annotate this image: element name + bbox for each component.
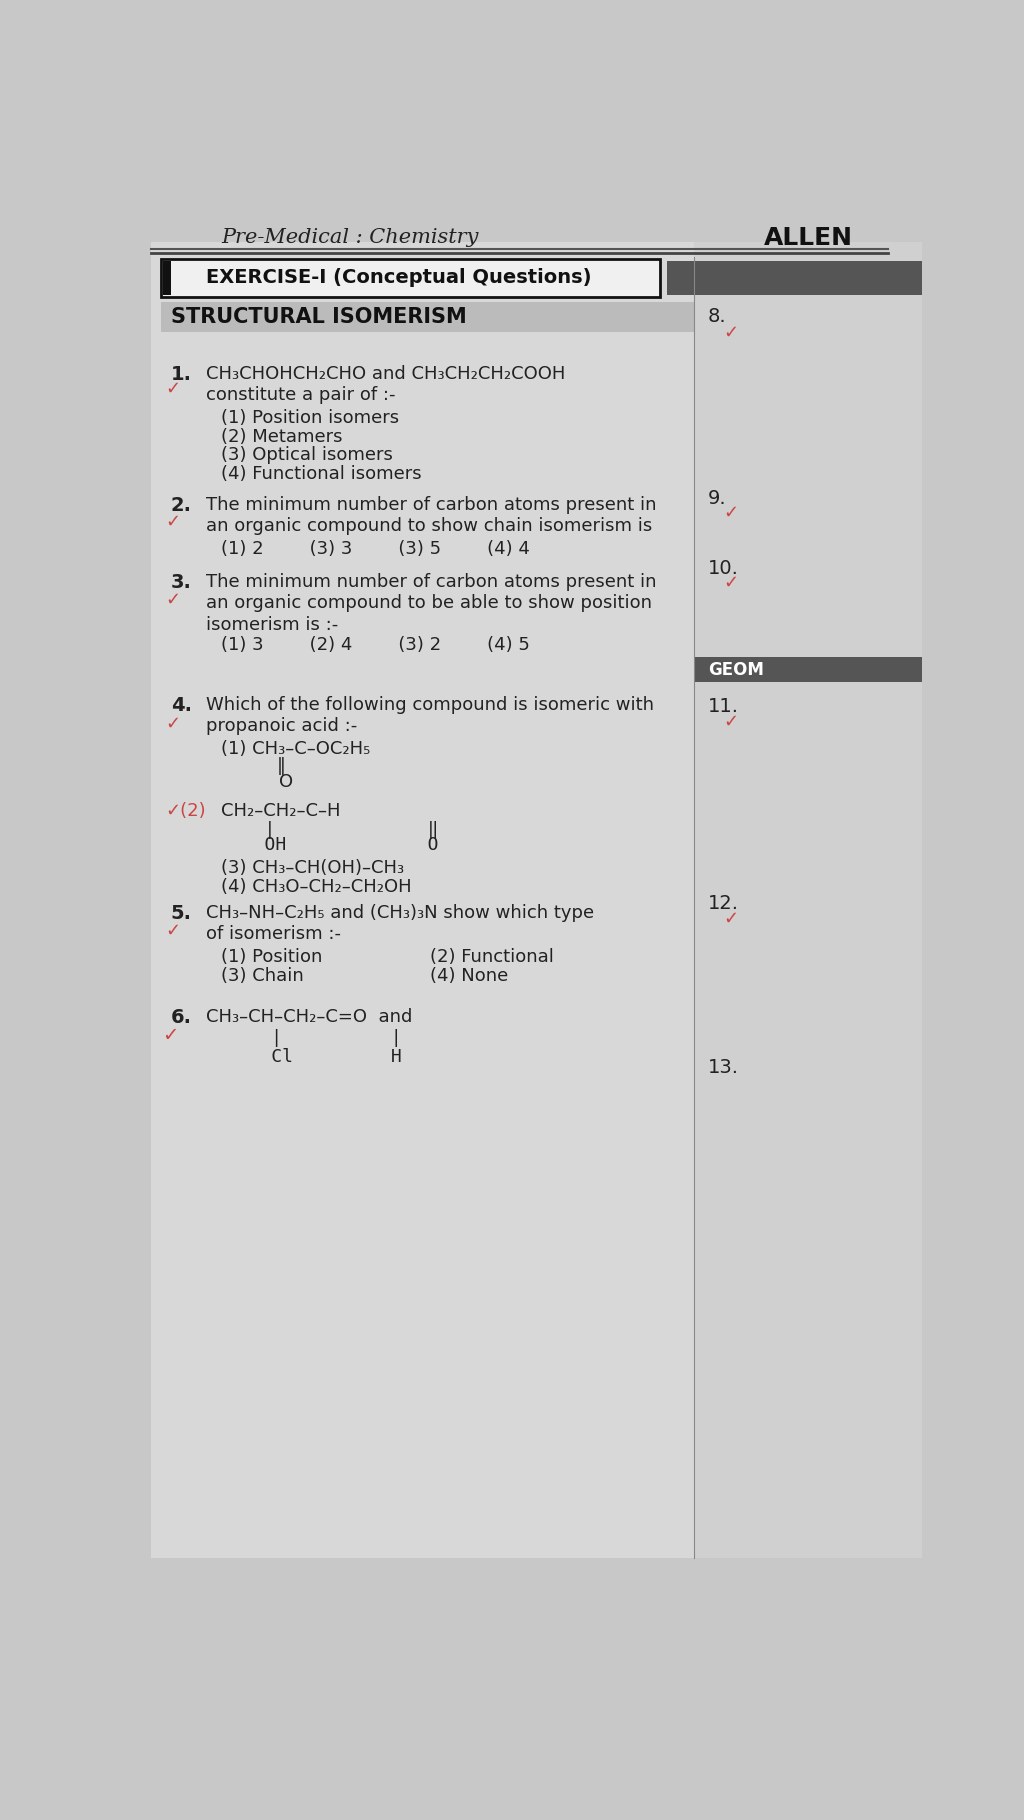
Text: ✓: ✓ [165, 713, 180, 732]
Text: ✓: ✓ [723, 573, 738, 592]
Text: (1) 3        (2) 4        (3) 2        (4) 5: (1) 3 (2) 4 (3) 2 (4) 5 [221, 635, 529, 653]
Text: (2) Metamers: (2) Metamers [221, 428, 342, 446]
FancyBboxPatch shape [163, 260, 171, 295]
Text: STRUCTURAL ISOMERISM: STRUCTURAL ISOMERISM [171, 308, 466, 328]
Text: of isomerism :-: of isomerism :- [206, 925, 341, 943]
Text: 8.: 8. [708, 308, 726, 326]
Text: 3.: 3. [171, 573, 191, 592]
Text: (1) 2        (3) 3        (3) 5        (4) 4: (1) 2 (3) 3 (3) 5 (4) 4 [221, 541, 529, 559]
Text: GEOM: GEOM [708, 661, 764, 679]
Text: 13.: 13. [708, 1057, 738, 1077]
Text: ✓: ✓ [165, 923, 180, 941]
Text: constitute a pair of :-: constitute a pair of :- [206, 386, 395, 404]
FancyBboxPatch shape [667, 260, 927, 295]
Text: (3) CH₃–CH(OH)–CH₃: (3) CH₃–CH(OH)–CH₃ [221, 859, 404, 877]
Text: 6.: 6. [171, 1008, 191, 1026]
Text: ✓: ✓ [165, 513, 180, 531]
Text: isomerism is :-: isomerism is :- [206, 615, 338, 633]
Text: 9.: 9. [708, 490, 726, 508]
Text: CH₃CHOHCH₂CHO and CH₃CH₂CH₂COOH: CH₃CHOHCH₂CHO and CH₃CH₂CH₂COOH [206, 364, 565, 382]
Text: 1.: 1. [171, 364, 191, 384]
Text: (4) CH₃O–CH₂–CH₂OH: (4) CH₃O–CH₂–CH₂OH [221, 877, 412, 895]
Text: |          |: | | [206, 1030, 401, 1046]
Text: Pre-Medical : Chemistry: Pre-Medical : Chemistry [221, 228, 478, 248]
Text: 4.: 4. [171, 695, 191, 715]
Text: (4) Functional isomers: (4) Functional isomers [221, 464, 422, 482]
Text: ✓(2): ✓(2) [165, 803, 206, 821]
Text: (3) Chain: (3) Chain [221, 966, 304, 985]
Text: CH₃–CH–CH₂–C=O  and: CH₃–CH–CH₂–C=O and [206, 1008, 412, 1026]
FancyBboxPatch shape [693, 242, 922, 1558]
Text: ✓: ✓ [723, 324, 738, 342]
FancyBboxPatch shape [162, 258, 660, 297]
Text: an organic compound to show chain isomerism is: an organic compound to show chain isomer… [206, 517, 651, 535]
Text: ✓: ✓ [165, 592, 180, 610]
Text: 12.: 12. [708, 894, 738, 914]
Text: (4) None: (4) None [430, 966, 509, 985]
Text: EXERCISE-I (Conceptual Questions): EXERCISE-I (Conceptual Questions) [206, 268, 591, 288]
Text: The minimum number of carbon atoms present in: The minimum number of carbon atoms prese… [206, 573, 656, 592]
Text: Which of the following compound is isomeric with: Which of the following compound is isome… [206, 695, 653, 713]
Text: 2.: 2. [171, 495, 191, 515]
Text: (2) Functional: (2) Functional [430, 948, 554, 966]
FancyBboxPatch shape [693, 657, 922, 682]
Text: CH₂–CH₂–C–H: CH₂–CH₂–C–H [221, 803, 341, 821]
Text: propanoic acid :-: propanoic acid :- [206, 717, 356, 735]
Text: 5.: 5. [171, 905, 191, 923]
Text: The minimum number of carbon atoms present in: The minimum number of carbon atoms prese… [206, 495, 656, 513]
Text: (1) Position isomers: (1) Position isomers [221, 410, 399, 428]
Text: (3) Optical isomers: (3) Optical isomers [221, 446, 393, 464]
Text: ✓: ✓ [723, 504, 738, 521]
Text: ALLEN: ALLEN [764, 226, 853, 249]
Text: Cl         H: Cl H [206, 1048, 401, 1067]
Text: 11.: 11. [708, 697, 738, 717]
Text: O: O [280, 774, 293, 792]
Text: CH₃–NH–C₂H₅ and (CH₃)₃N show which type: CH₃–NH–C₂H₅ and (CH₃)₃N show which type [206, 905, 594, 921]
Text: ‖: ‖ [276, 757, 286, 775]
Text: |              ‖: | ‖ [221, 821, 438, 839]
Text: OH             O: OH O [221, 835, 438, 854]
Text: ✓: ✓ [723, 910, 738, 928]
Text: ✓: ✓ [723, 713, 738, 732]
Text: ✓: ✓ [162, 1026, 178, 1045]
FancyBboxPatch shape [162, 302, 695, 331]
Text: 10.: 10. [708, 559, 738, 577]
Text: ✓: ✓ [165, 380, 180, 399]
Text: (1) CH₃–C–OC₂H₅: (1) CH₃–C–OC₂H₅ [221, 741, 371, 759]
Text: an organic compound to be able to show position: an organic compound to be able to show p… [206, 593, 651, 612]
FancyBboxPatch shape [152, 242, 693, 1558]
Text: (1) Position: (1) Position [221, 948, 323, 966]
